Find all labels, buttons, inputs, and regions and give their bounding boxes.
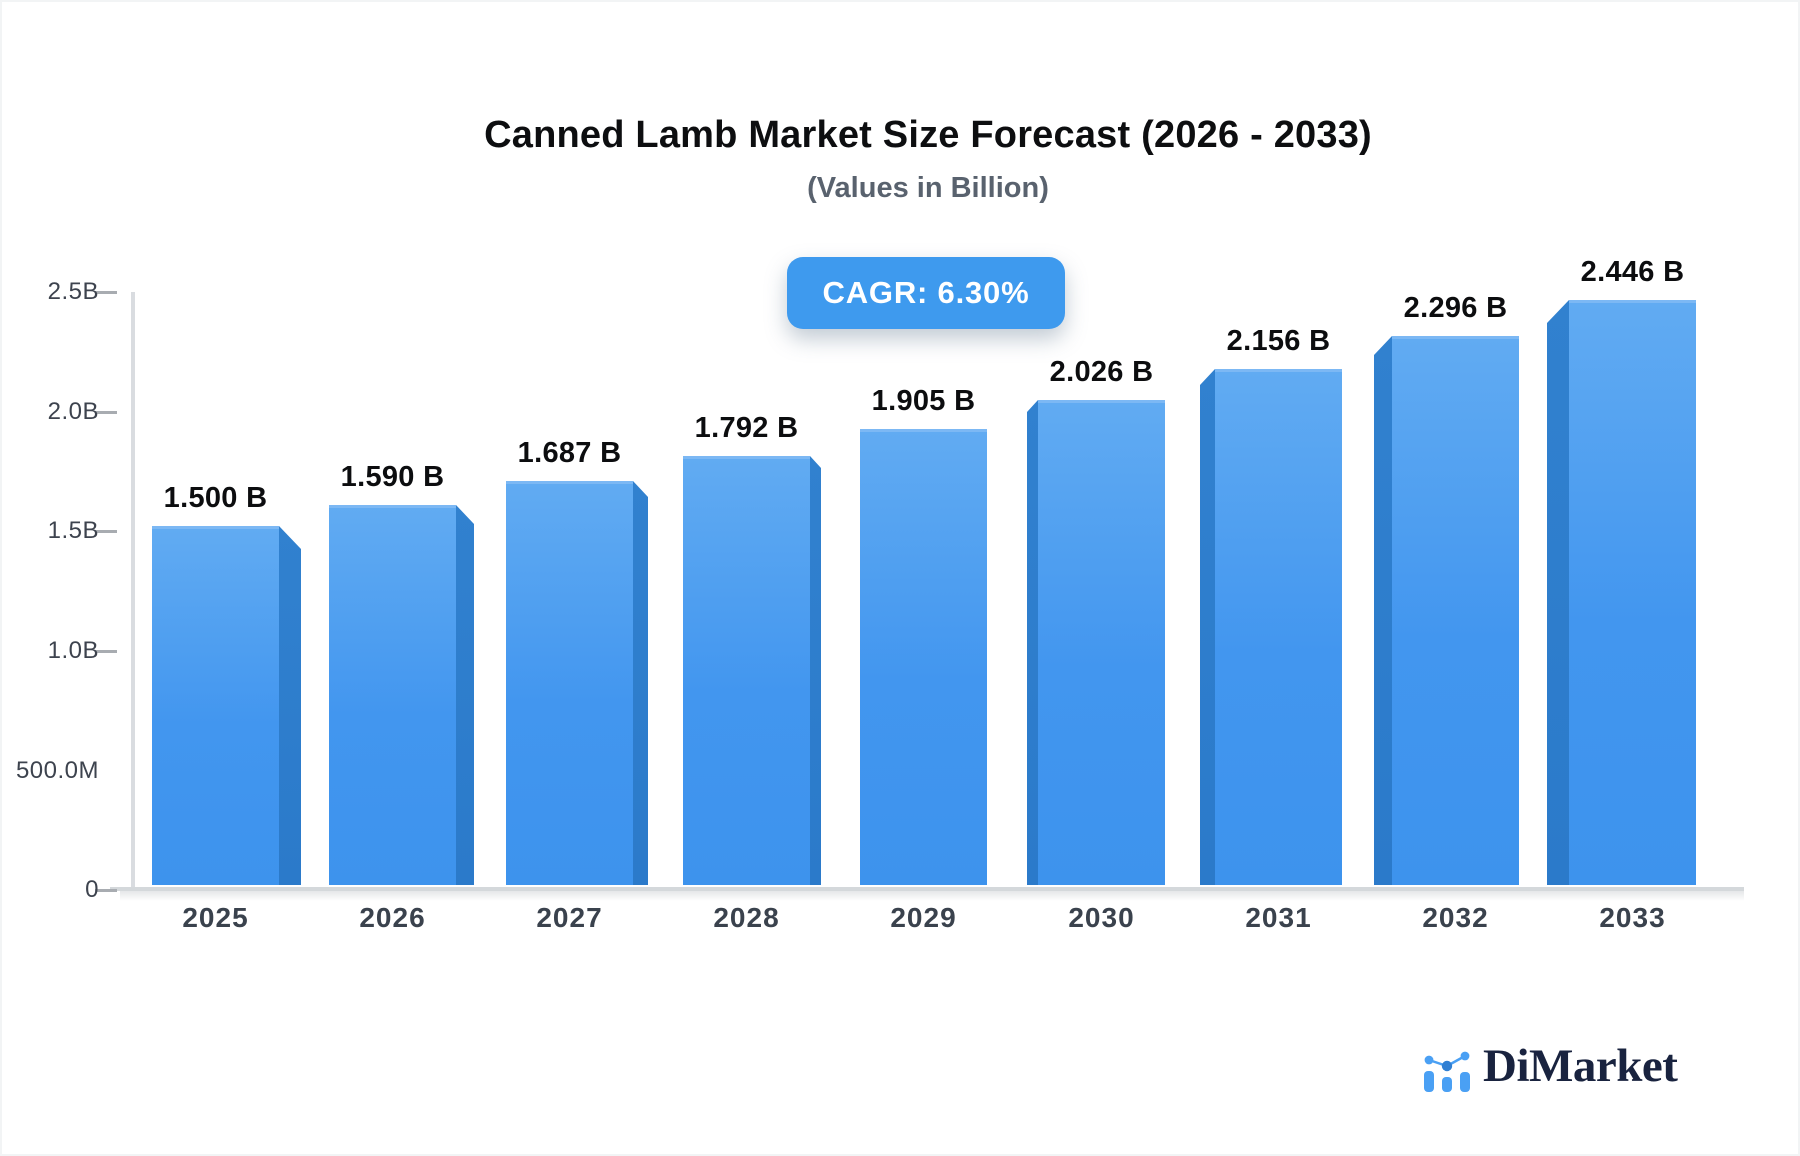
bar-2028[interactable] xyxy=(683,456,810,885)
bar-2030[interactable] xyxy=(1038,400,1165,885)
bar-value-label: 2.026 B xyxy=(1049,356,1154,388)
bar-value-label: 2.296 B xyxy=(1403,292,1508,324)
y-axis-label-1-5b: 1.5B xyxy=(47,517,99,544)
bar-side-face xyxy=(456,505,474,885)
bar-value-label: 1.500 B xyxy=(163,482,268,514)
x-axis-label-2033: 2033 xyxy=(1599,902,1666,933)
bar-side-face xyxy=(1027,400,1038,885)
y-axis-label-1-0b: 1.0B xyxy=(47,637,99,664)
bar-value-label: 1.905 B xyxy=(871,385,976,417)
x-axis-label-2028: 2028 xyxy=(713,902,780,933)
y-axis-line xyxy=(131,292,135,891)
bar-2032[interactable] xyxy=(1392,336,1519,885)
bar-value-label: 1.792 B xyxy=(694,412,799,444)
y-tick-dash xyxy=(95,291,117,294)
bar-2031[interactable] xyxy=(1215,369,1342,885)
bar-side-face xyxy=(633,481,648,885)
bar-value-label: 1.590 B xyxy=(340,461,445,493)
x-axis-label-2029: 2029 xyxy=(890,902,957,933)
bar-2027[interactable] xyxy=(506,481,633,885)
x-axis-label-2026: 2026 xyxy=(359,902,426,933)
logo-text: DiMarket xyxy=(1483,1040,1678,1092)
y-tick-dash xyxy=(95,411,117,414)
mini-bar-chart-icon xyxy=(1424,1051,1470,1092)
cagr-badge-label: CAGR: 6.30% xyxy=(822,275,1030,310)
bar-2029[interactable] xyxy=(860,429,987,885)
logo: DiMarket xyxy=(1423,1040,1678,1092)
bar-side-face xyxy=(810,456,821,885)
y-axis-label-2-0b: 2.0B xyxy=(47,398,99,425)
x-axis-label-2027: 2027 xyxy=(536,902,603,933)
y-tick-dash xyxy=(95,650,117,653)
y-axis-label-0: 0 xyxy=(85,876,99,903)
bar-value-label: 1.687 B xyxy=(517,437,622,469)
x-axis-line xyxy=(110,887,1744,891)
x-axis-label-2030: 2030 xyxy=(1068,902,1135,933)
bar-side-face xyxy=(1374,336,1392,885)
chart-title: Canned Lamb Market Size Forecast (2026 -… xyxy=(484,114,1372,156)
y-tick-dash xyxy=(95,889,117,892)
x-axis-label-2032: 2032 xyxy=(1422,902,1489,933)
x-axis-shadow xyxy=(120,891,1744,901)
bar-value-label: 2.156 B xyxy=(1226,325,1331,357)
x-axis-label-2031: 2031 xyxy=(1245,902,1312,933)
y-axis-label-2-5b: 2.5B xyxy=(47,278,99,305)
bar-side-face xyxy=(1547,300,1569,885)
bar-2033[interactable] xyxy=(1569,300,1696,885)
x-axis-label-2025: 2025 xyxy=(182,902,249,933)
cagr-badge: CAGR: 6.30% xyxy=(787,257,1065,329)
bar-2026[interactable] xyxy=(329,505,456,885)
bar-side-face xyxy=(279,526,301,885)
bar-value-label: 2.446 B xyxy=(1580,256,1685,288)
y-tick-dash xyxy=(95,530,117,533)
chart-subtitle: (Values in Billion) xyxy=(807,172,1049,204)
bar-side-face xyxy=(1200,369,1215,885)
bar-2025[interactable] xyxy=(152,526,279,885)
y-axis-label-500m: 500.0M xyxy=(15,757,99,784)
